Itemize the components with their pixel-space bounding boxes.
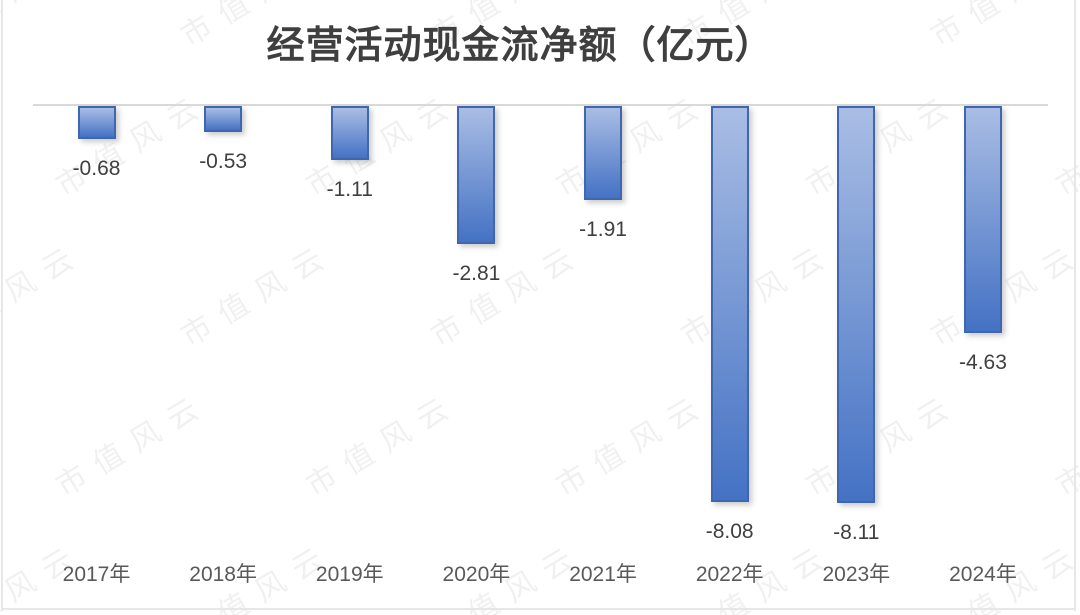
value-label-2024年: -4.63: [959, 350, 1007, 374]
chart-frame-bottom-border: [2, 608, 1076, 610]
bar-2019年: [330, 106, 369, 161]
bar-2024年: [963, 106, 1002, 333]
value-label-2018年: -0.53: [199, 149, 248, 173]
bar-2017年: [77, 106, 116, 140]
chart-frame-left-border: [1, 0, 3, 611]
bar-2022年: [710, 106, 749, 502]
bar-2023年: [837, 106, 876, 504]
value-label-2020年: -2.81: [452, 261, 501, 285]
x-axis-label-2023年: 2023年: [822, 563, 891, 586]
chart-title: 经营活动现金流净额（亿元）: [266, 25, 774, 67]
x-axis-label-2020年: 2020年: [442, 563, 511, 586]
value-label-2021年: -1.91: [579, 217, 627, 241]
bar-2018年: [204, 106, 243, 132]
x-axis-label-2022年: 2022年: [695, 563, 764, 586]
zero-baseline: [33, 104, 1048, 106]
bar-2021年: [584, 106, 623, 200]
x-axis-label-2017年: 2017年: [62, 563, 131, 586]
x-axis-label-2021年: 2021年: [569, 563, 637, 586]
value-label-2017年: -0.68: [72, 157, 121, 181]
x-axis-label-2019年: 2019年: [315, 563, 384, 586]
value-label-2022年: -8.08: [705, 519, 754, 543]
chart-frame-right-border: [1074, 0, 1076, 611]
x-axis-label-2018年: 2018年: [189, 563, 257, 586]
bar-2020年: [457, 106, 496, 244]
x-axis-label-2024年: 2024年: [949, 563, 1017, 586]
value-label-2023年: -8.11: [833, 521, 880, 545]
value-label-2019年: -1.11: [326, 178, 373, 202]
